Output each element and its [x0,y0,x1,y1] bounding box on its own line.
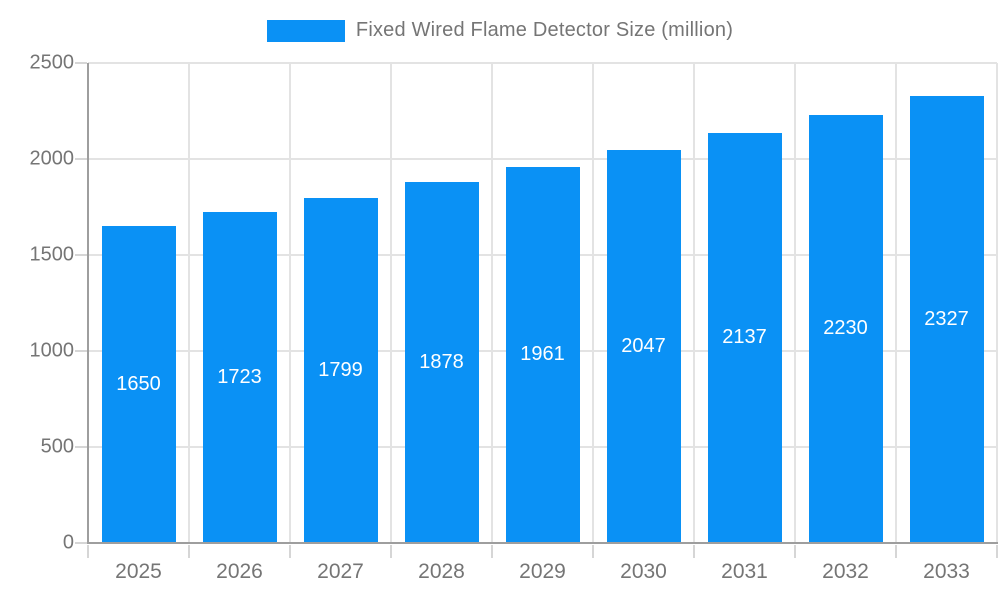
y-axis-tick [75,62,87,64]
y-axis-tick [75,542,87,544]
plot-area: 1650 1723 1799 1878 1961 2047 2137 2230 2327 [75,62,998,558]
x-axis-tick [390,545,392,558]
x-axis-tick-label: 2029 [519,560,566,583]
x-axis-tick-label: 2030 [620,560,667,583]
x-axis-line [87,542,998,544]
legend-item[interactable]: Fixed Wired Flame Detector Size (million… [0,19,1000,42]
bar-2025[interactable]: 1650 [101,226,176,543]
bar-value-label: 2327 [924,308,969,331]
y-axis-tick-label: 2000 [29,147,75,170]
bar-2028[interactable]: 1878 [404,182,479,543]
x-axis-tick [87,545,89,558]
x-axis-tick [188,545,190,558]
horizontal-gridline [88,62,997,64]
bar-2032[interactable]: 2230 [808,114,883,543]
bar-2030[interactable]: 2047 [606,150,681,543]
vertical-gridline [390,63,392,543]
horizontal-gridline [88,158,997,160]
x-axis-tick-label: 2025 [115,560,162,583]
bar-2029[interactable]: 1961 [505,166,580,543]
bar-2033[interactable]: 2327 [909,96,984,543]
bar-value-label: 2137 [722,326,767,349]
y-axis-tick [75,350,87,352]
bar-value-label: 2230 [823,317,868,340]
y-axis-tick-label: 500 [40,435,74,458]
vertical-gridline [188,63,190,543]
bar-value-label: 1878 [419,351,464,374]
vertical-gridline [592,63,594,543]
bar-value-label: 1723 [217,366,262,389]
y-axis-tick [75,158,87,160]
y-axis-tick-label: 0 [62,531,74,554]
x-axis-tick-label: 2027 [317,560,364,583]
vertical-gridline [996,63,998,543]
bar-2027[interactable]: 1799 [303,197,378,543]
bar-value-label: 2047 [621,335,666,357]
x-axis-tick [794,545,796,558]
vertical-gridline [289,63,291,543]
y-axis-tick [75,254,87,256]
y-axis: 0 500 1000 1500 2000 2500 [0,52,76,554]
legend-label: Fixed Wired Flame Detector Size (million… [355,19,734,41]
vertical-gridline [895,63,897,543]
vertical-gridline [491,63,493,543]
y-axis-line [87,63,89,543]
x-axis: 2025 2026 2027 2028 2029 2030 2031 2032 2033 [88,560,997,586]
x-axis-tick [693,545,695,558]
x-axis-tick [996,545,998,558]
x-axis-tick-label: 2026 [216,560,263,583]
x-axis-tick [895,545,897,558]
x-axis-tick [289,545,291,558]
bar-2026[interactable]: 1723 [202,212,277,543]
y-axis-tick [75,446,87,448]
x-axis-tick-label: 2028 [418,560,465,583]
bar-value-label: 1961 [520,343,565,366]
vertical-gridline [794,63,796,543]
bar-value-label: 1650 [116,373,161,396]
bar-2031[interactable]: 2137 [707,132,782,543]
vertical-gridline [693,63,695,543]
y-axis-tick-label: 1000 [29,339,75,362]
y-axis-tick-label: 1500 [29,243,75,266]
x-axis-tick-label: 2033 [923,560,970,583]
x-axis-tick-label: 2032 [822,560,869,583]
legend-swatch-icon [266,19,345,42]
x-axis-tick [491,545,493,558]
x-axis-tick-label: 2031 [721,560,768,583]
bar-value-label: 1799 [318,358,363,381]
y-axis-tick-label: 2500 [29,51,75,74]
x-axis-tick [592,545,594,558]
